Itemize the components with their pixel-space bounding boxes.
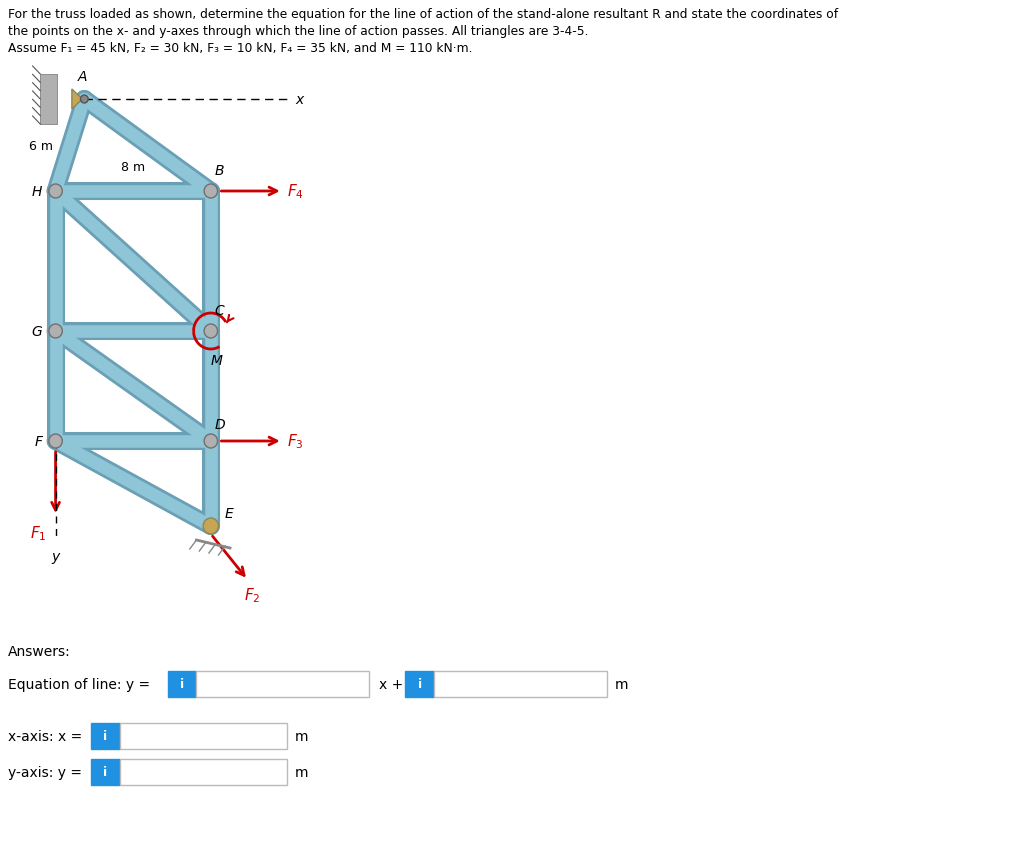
Circle shape [49, 435, 62, 448]
Text: i: i [103, 766, 108, 778]
Circle shape [49, 185, 62, 199]
Circle shape [204, 325, 217, 338]
Text: i: i [180, 678, 184, 690]
Text: 8 m: 8 m [121, 161, 145, 174]
Bar [168, 671, 197, 697]
Text: Assume F₁ = 45 kN, F₂ = 30 kN, F₃ = 10 kN, F₄ = 35 kN, and M = 110 kN·m.: Assume F₁ = 45 kN, F₂ = 30 kN, F₃ = 10 k… [7, 42, 472, 55]
Bar [40, 75, 57, 125]
Text: m: m [614, 677, 628, 691]
Circle shape [204, 435, 217, 448]
Circle shape [204, 185, 217, 199]
Text: M: M [211, 354, 222, 368]
Text: the points on the x- and y-axes through which the line of action passes. All tri: the points on the x- and y-axes through … [7, 25, 588, 38]
Text: H: H [32, 185, 42, 199]
Text: F: F [34, 435, 42, 448]
Text: 6 m: 6 m [30, 139, 53, 152]
Text: m: m [295, 766, 308, 779]
Text: B: B [215, 164, 224, 178]
Bar [434, 671, 606, 697]
Circle shape [49, 325, 62, 338]
Text: i: i [103, 729, 108, 743]
Text: G: G [32, 325, 42, 338]
Text: y: y [51, 549, 59, 563]
Bar [120, 723, 288, 749]
Text: For the truss loaded as shown, determine the equation for the line of action of : For the truss loaded as shown, determine… [7, 8, 838, 21]
Text: x: x [295, 93, 303, 107]
Text: Answers:: Answers: [7, 644, 71, 658]
Bar [120, 759, 288, 785]
Bar [91, 759, 120, 785]
Circle shape [81, 96, 88, 104]
Text: i: i [418, 678, 422, 690]
Bar [197, 671, 369, 697]
Bar [406, 671, 434, 697]
Text: Equation of line: y =: Equation of line: y = [7, 677, 150, 691]
Text: $F_1$: $F_1$ [30, 523, 46, 542]
Text: A: A [78, 70, 87, 84]
Text: $F_2$: $F_2$ [245, 585, 261, 604]
Bar [91, 723, 120, 749]
Text: C: C [215, 304, 224, 317]
Text: D: D [215, 418, 225, 431]
Text: m: m [295, 729, 308, 743]
Text: y-axis: y =: y-axis: y = [7, 766, 82, 779]
Text: E: E [224, 506, 233, 521]
Polygon shape [72, 90, 82, 110]
Text: $F_3$: $F_3$ [288, 432, 304, 451]
Circle shape [203, 518, 218, 534]
Text: x-axis: x =: x-axis: x = [7, 729, 82, 743]
Text: x +: x + [379, 677, 402, 691]
Text: $F_4$: $F_4$ [288, 182, 304, 201]
